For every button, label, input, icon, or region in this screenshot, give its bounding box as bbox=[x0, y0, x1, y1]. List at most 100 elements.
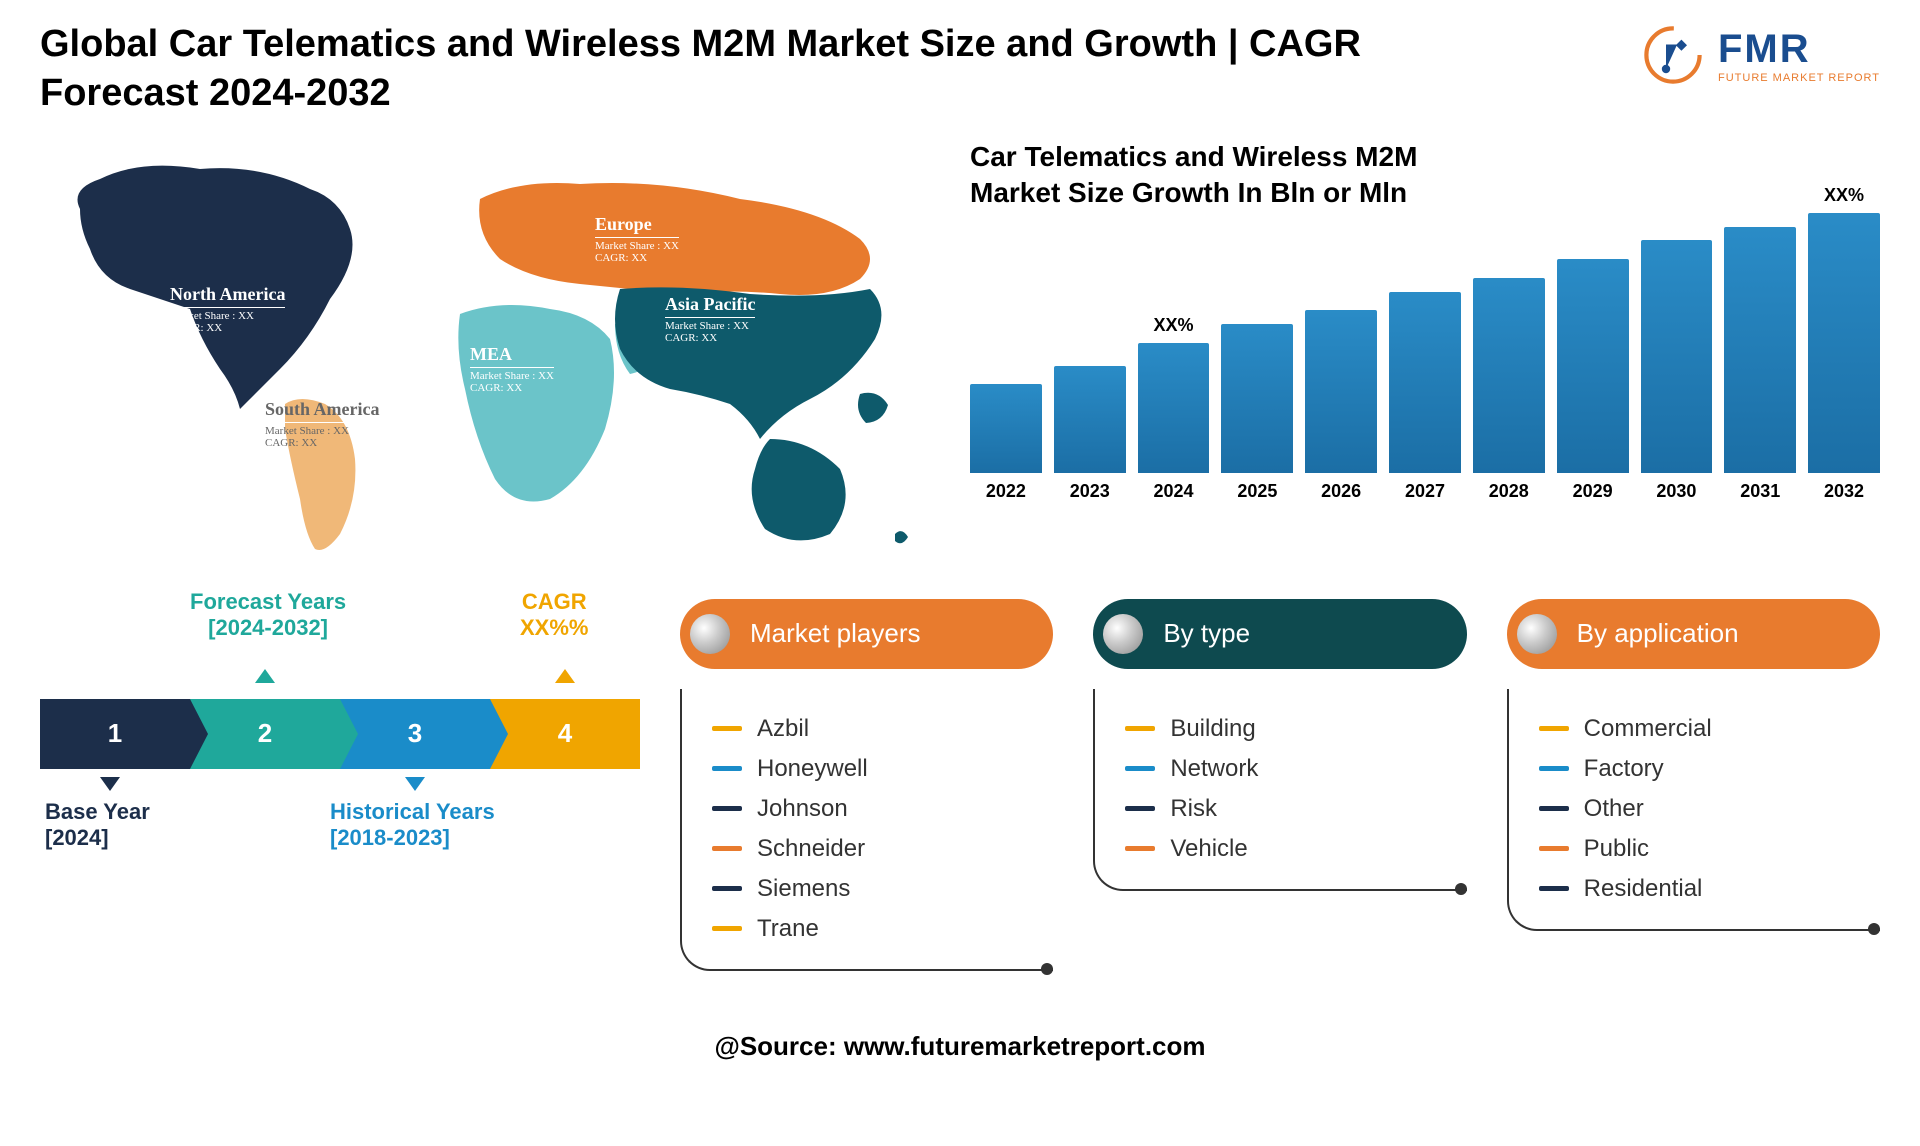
bar bbox=[1724, 227, 1796, 473]
pill-label: By type bbox=[1163, 618, 1250, 649]
dash-icon bbox=[1125, 726, 1155, 731]
bar-year-label: 2024 bbox=[1154, 481, 1194, 502]
bar bbox=[1389, 292, 1461, 473]
pill-header: By type bbox=[1093, 599, 1466, 669]
bar-annotation: XX% bbox=[1824, 185, 1864, 206]
dash-icon bbox=[1539, 766, 1569, 771]
item-label: Johnson bbox=[757, 795, 848, 823]
bar bbox=[1138, 343, 1210, 473]
dash-icon bbox=[1125, 846, 1155, 851]
list-item: Schneider bbox=[712, 829, 1043, 869]
dash-icon bbox=[1539, 806, 1569, 811]
base-arrow-icon bbox=[100, 777, 120, 791]
item-list: Commercial Factory Other Public Resident… bbox=[1507, 689, 1880, 931]
dash-icon bbox=[712, 886, 742, 891]
list-item: Azbil bbox=[712, 709, 1043, 749]
bar-year-label: 2031 bbox=[1740, 481, 1780, 502]
bar bbox=[970, 384, 1042, 472]
item-label: Schneider bbox=[757, 835, 865, 863]
bar-annotation: XX% bbox=[1154, 315, 1194, 336]
pill-dot-icon bbox=[690, 614, 730, 654]
pill-header: By application bbox=[1507, 599, 1880, 669]
region-label: South AmericaMarket Share : XXCAGR: XX bbox=[265, 399, 380, 449]
timeline-segment: 3 bbox=[340, 699, 490, 769]
bar-year-label: 2023 bbox=[1070, 481, 1110, 502]
pill-dot-icon bbox=[1103, 614, 1143, 654]
world-map: North AmericaMarket Share : XXCAGR: XX So… bbox=[40, 139, 940, 559]
bar bbox=[1808, 213, 1880, 473]
timeline-segment: 4 bbox=[490, 699, 640, 769]
bar-wrap: 2029 bbox=[1557, 259, 1629, 502]
dash-icon bbox=[712, 766, 742, 771]
bar-wrap: 2022 bbox=[970, 384, 1042, 501]
cagr-arrow-icon bbox=[555, 669, 575, 683]
bar-year-label: 2029 bbox=[1573, 481, 1613, 502]
dash-icon bbox=[712, 926, 742, 931]
pill-column: By application Commercial Factory Other … bbox=[1507, 599, 1880, 971]
item-list: Azbil Honeywell Johnson Schneider Siemen… bbox=[680, 689, 1053, 971]
item-label: Factory bbox=[1584, 755, 1664, 783]
item-label: Honeywell bbox=[757, 755, 868, 783]
historical-label: Historical Years [2018-2023] bbox=[330, 799, 495, 852]
item-label: Siemens bbox=[757, 875, 850, 903]
dash-icon bbox=[1539, 846, 1569, 851]
pill-label: Market players bbox=[750, 618, 921, 649]
item-label: Vehicle bbox=[1170, 835, 1247, 863]
item-label: Residential bbox=[1584, 875, 1703, 903]
list-item: Other bbox=[1539, 789, 1870, 829]
list-item: Trane bbox=[712, 909, 1043, 949]
list-item: Network bbox=[1125, 749, 1456, 789]
cagr-label: CAGR XX%% bbox=[520, 589, 588, 642]
pill-dot-icon bbox=[1517, 614, 1557, 654]
list-item: Residential bbox=[1539, 869, 1870, 909]
bar bbox=[1473, 278, 1545, 473]
list-item: Commercial bbox=[1539, 709, 1870, 749]
chart-title: Car Telematics and Wireless M2M Market S… bbox=[970, 139, 1470, 212]
item-label: Other bbox=[1584, 795, 1644, 823]
region-label: Asia PacificMarket Share : XXCAGR: XX bbox=[665, 294, 755, 344]
dash-icon bbox=[1539, 886, 1569, 891]
base-label: Base Year [2024] bbox=[45, 799, 150, 852]
logo-sub-text: FUTURE MARKET REPORT bbox=[1718, 72, 1880, 84]
bar-year-label: 2022 bbox=[986, 481, 1026, 502]
region-label: MEAMarket Share : XXCAGR: XX bbox=[470, 344, 554, 394]
historical-arrow-icon bbox=[405, 777, 425, 791]
pill-column: By type Building Network Risk Vehicle bbox=[1093, 599, 1466, 971]
page-title: Global Car Telematics and Wireless M2M M… bbox=[40, 20, 1440, 119]
bar-year-label: 2030 bbox=[1656, 481, 1696, 502]
timeline-block: Forecast Years [2024-2032] CAGR XX%% 123… bbox=[40, 599, 640, 971]
list-item: Building bbox=[1125, 709, 1456, 749]
dash-icon bbox=[712, 846, 742, 851]
bar-year-label: 2028 bbox=[1489, 481, 1529, 502]
bar-wrap: 2023 bbox=[1054, 366, 1126, 502]
dash-icon bbox=[1125, 806, 1155, 811]
item-label: Building bbox=[1170, 715, 1255, 743]
dash-icon bbox=[1539, 726, 1569, 731]
logo: FMR FUTURE MARKET REPORT bbox=[1638, 20, 1880, 90]
pill-section: Market players Azbil Honeywell Johnson S… bbox=[680, 599, 1880, 971]
bar-wrap: XX% 2032 bbox=[1808, 213, 1880, 502]
timeline-segment: 2 bbox=[190, 699, 340, 769]
dash-icon bbox=[1125, 766, 1155, 771]
item-label: Risk bbox=[1170, 795, 1217, 823]
bar-year-label: 2026 bbox=[1321, 481, 1361, 502]
pill-column: Market players Azbil Honeywell Johnson S… bbox=[680, 599, 1053, 971]
source-text: @Source: www.futuremarketreport.com bbox=[40, 1031, 1880, 1062]
bar bbox=[1641, 240, 1713, 472]
timeline-segment: 1 bbox=[40, 699, 190, 769]
list-item: Honeywell bbox=[712, 749, 1043, 789]
bar-wrap: 2028 bbox=[1473, 278, 1545, 502]
bar bbox=[1557, 259, 1629, 473]
list-item: Vehicle bbox=[1125, 829, 1456, 869]
region-label: EuropeMarket Share : XXCAGR: XX bbox=[595, 214, 679, 264]
bar-wrap: XX% 2024 bbox=[1138, 343, 1210, 502]
pill-label: By application bbox=[1577, 618, 1739, 649]
region-label: North AmericaMarket Share : XXCAGR: XX bbox=[170, 284, 285, 334]
item-label: Network bbox=[1170, 755, 1258, 783]
bar bbox=[1221, 324, 1293, 473]
bar bbox=[1305, 310, 1377, 473]
top-section: North AmericaMarket Share : XXCAGR: XX So… bbox=[40, 139, 1880, 559]
bar-wrap: 2030 bbox=[1641, 240, 1713, 501]
bar-year-label: 2032 bbox=[1824, 481, 1864, 502]
list-item: Risk bbox=[1125, 789, 1456, 829]
